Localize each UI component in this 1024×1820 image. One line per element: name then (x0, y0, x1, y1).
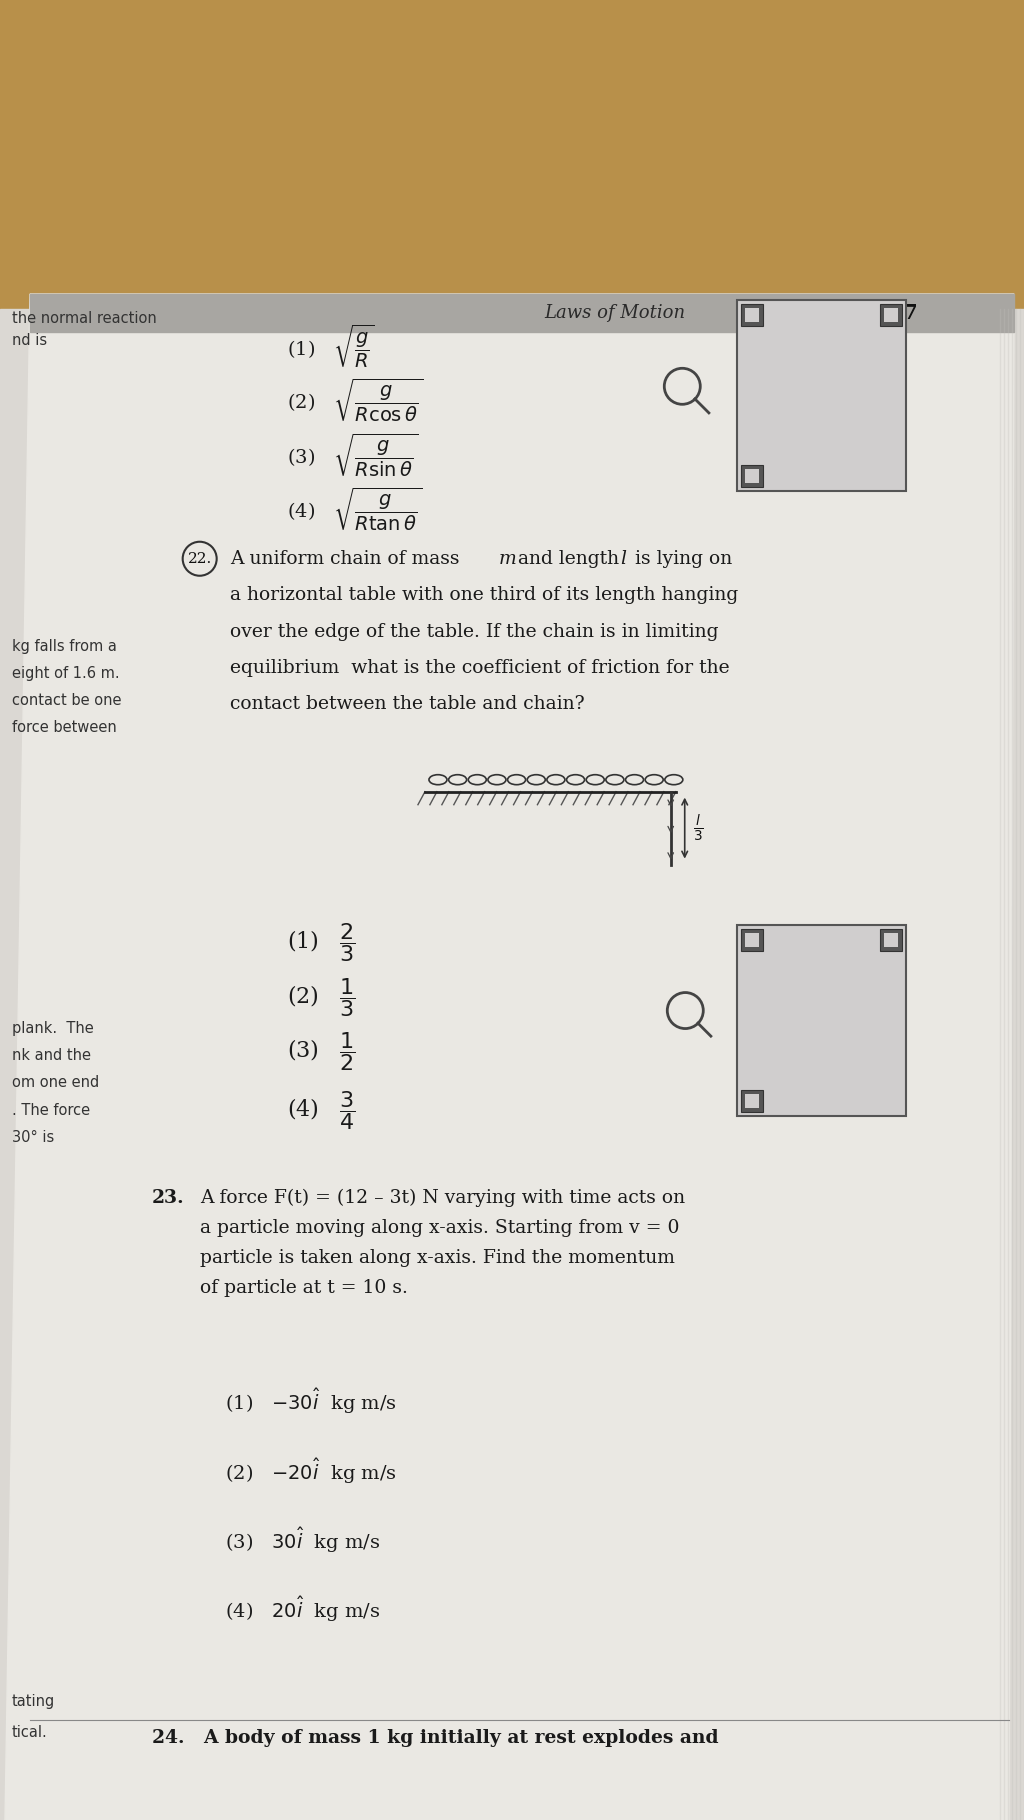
Bar (741, 1090, 763, 1112)
Bar (30, 295, 1014, 331)
Text: nk and the: nk and the (12, 1048, 91, 1063)
Text: (1)   $-30\hat{i}$  kg m/s: (1) $-30\hat{i}$ kg m/s (225, 1387, 397, 1416)
Text: tating: tating (12, 1694, 55, 1709)
Bar (885, 308, 898, 322)
Bar (745, 932, 759, 946)
Text: (1)   $\dfrac{2}{3}$: (1) $\dfrac{2}{3}$ (287, 921, 355, 965)
Text: over the edge of the table. If the chain is in limiting: over the edge of the table. If the chain… (230, 622, 719, 641)
Text: the normal reaction: the normal reaction (12, 311, 157, 326)
Bar (885, 932, 898, 946)
Text: of particle at t = 10 s.: of particle at t = 10 s. (200, 1279, 408, 1296)
Text: (4)   $\dfrac{3}{4}$: (4) $\dfrac{3}{4}$ (287, 1088, 355, 1132)
Text: (2)   $\sqrt{\dfrac{g}{R\cos\theta}}$: (2) $\sqrt{\dfrac{g}{R\cos\theta}}$ (287, 377, 423, 424)
Text: (3)   $\sqrt{\dfrac{g}{R\sin\theta}}$: (3) $\sqrt{\dfrac{g}{R\sin\theta}}$ (287, 431, 418, 479)
Text: tical.: tical. (12, 1725, 48, 1740)
Text: plank.  The: plank. The (12, 1021, 94, 1036)
Bar (0, 0, 1024, 309)
Text: A force F(t) = (12 – 3t) N varying with time acts on: A force F(t) = (12 – 3t) N varying with … (200, 1188, 685, 1207)
Text: equilibrium  what is the coefficient of friction for the: equilibrium what is the coefficient of f… (230, 659, 730, 677)
Text: (1)   $\sqrt{\dfrac{g}{R}}$: (1) $\sqrt{\dfrac{g}{R}}$ (287, 322, 375, 369)
Text: 30° is: 30° is (12, 1130, 54, 1145)
Text: A uniform chain of mass: A uniform chain of mass (230, 550, 466, 568)
Text: (3)   $\dfrac{1}{2}$: (3) $\dfrac{1}{2}$ (287, 1030, 355, 1074)
Text: and length: and length (512, 550, 626, 568)
Bar (745, 1094, 759, 1108)
Text: $\frac{l}{3}$: $\frac{l}{3}$ (692, 812, 703, 844)
Text: eight of 1.6 m.: eight of 1.6 m. (12, 666, 120, 681)
Text: (4)   $20\hat{i}$  kg m/s: (4) $20\hat{i}$ kg m/s (225, 1594, 381, 1623)
Text: 24.   A body of mass 1 kg initially at rest explodes and: 24. A body of mass 1 kg initially at res… (152, 1729, 718, 1747)
Bar (881, 928, 902, 950)
Text: 22.: 22. (187, 551, 212, 566)
Text: a particle moving along x-axis. Starting from v = 0: a particle moving along x-axis. Starting… (200, 1219, 679, 1236)
Text: (3)   $30\hat{i}$  kg m/s: (3) $30\hat{i}$ kg m/s (225, 1525, 381, 1554)
Text: (2)   $\dfrac{1}{3}$: (2) $\dfrac{1}{3}$ (287, 976, 355, 1019)
Bar (741, 304, 763, 326)
Text: Laws of Motion: Laws of Motion (544, 304, 685, 322)
Text: (2)   $-20\hat{i}$  kg m/s: (2) $-20\hat{i}$ kg m/s (225, 1456, 397, 1485)
Bar (741, 466, 763, 488)
Text: (4)   $\sqrt{\dfrac{g}{R\tan\theta}}$: (4) $\sqrt{\dfrac{g}{R\tan\theta}}$ (287, 486, 422, 533)
Bar (0, 309, 1024, 1820)
Text: is lying on: is lying on (630, 550, 732, 568)
Text: om one end: om one end (12, 1076, 99, 1090)
Text: contact be one: contact be one (12, 693, 122, 708)
Text: . The force: . The force (12, 1103, 90, 1117)
Text: m: m (499, 550, 516, 568)
Text: force between: force between (12, 721, 117, 735)
Text: kg falls from a: kg falls from a (12, 639, 117, 653)
Bar (737, 925, 906, 1116)
Bar (745, 308, 759, 322)
Text: l: l (621, 550, 627, 568)
Text: nd is: nd is (12, 333, 47, 348)
Text: contact between the table and chain?: contact between the table and chain? (230, 695, 585, 713)
Text: 23.: 23. (152, 1188, 184, 1207)
Text: particle is taken along x-axis. Find the momentum: particle is taken along x-axis. Find the… (200, 1249, 675, 1267)
Bar (745, 470, 759, 484)
Bar (881, 304, 902, 326)
Bar (741, 928, 763, 950)
Polygon shape (5, 295, 1014, 1820)
Text: 147: 147 (874, 302, 918, 322)
Text: a horizontal table with one third of its length hanging: a horizontal table with one third of its… (230, 586, 738, 604)
Bar (737, 300, 906, 491)
